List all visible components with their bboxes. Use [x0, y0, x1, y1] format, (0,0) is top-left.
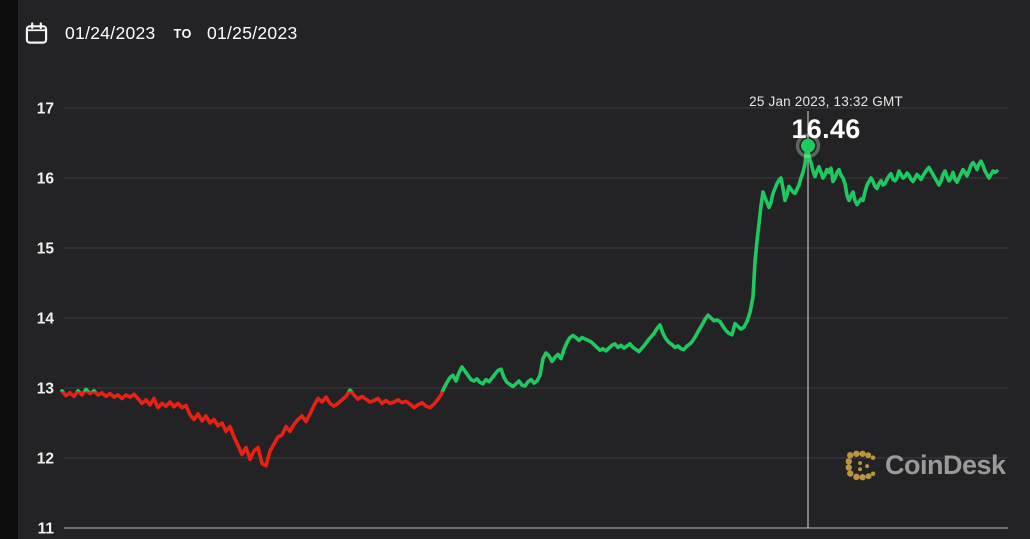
y-axis-tick-label-11: 11	[38, 521, 55, 538]
date-to[interactable]: 01/25/2023	[206, 22, 298, 43]
tooltip-timestamp: 25 Jan 2023, 13:32 GMT	[749, 94, 903, 109]
y-axis-tick-label-14: 14	[37, 311, 55, 328]
y-axis-tick-label-15: 15	[37, 241, 55, 258]
y-axis-tick-label-17: 17	[37, 101, 54, 118]
y-axis-tick-label-13: 13	[37, 381, 55, 398]
date-range-to-label: TO	[173, 27, 192, 41]
calendar-icon[interactable]	[25, 21, 48, 45]
coindesk-dots-icon	[845, 450, 876, 481]
coindesk-logo: CoinDesk	[843, 448, 1006, 483]
date-from[interactable]: 01/24/2023	[65, 22, 156, 43]
chart-panel-background	[18, 0, 1030, 539]
date-range-picker[interactable]: 01/24/2023 TO 01/25/2023	[25, 20, 298, 46]
tooltip-price-value: 16.46	[791, 114, 861, 144]
coindesk-logo-text: CoinDesk	[885, 450, 1006, 480]
price-line-up-segment	[60, 144, 999, 392]
highlight-marker-dot	[801, 138, 815, 153]
y-axis-tick-label-12: 12	[37, 451, 54, 468]
price-line-down-segment	[60, 391, 445, 468]
y-axis-tick-label-16: 16	[37, 171, 55, 188]
highlight-marker-halo	[795, 133, 821, 159]
